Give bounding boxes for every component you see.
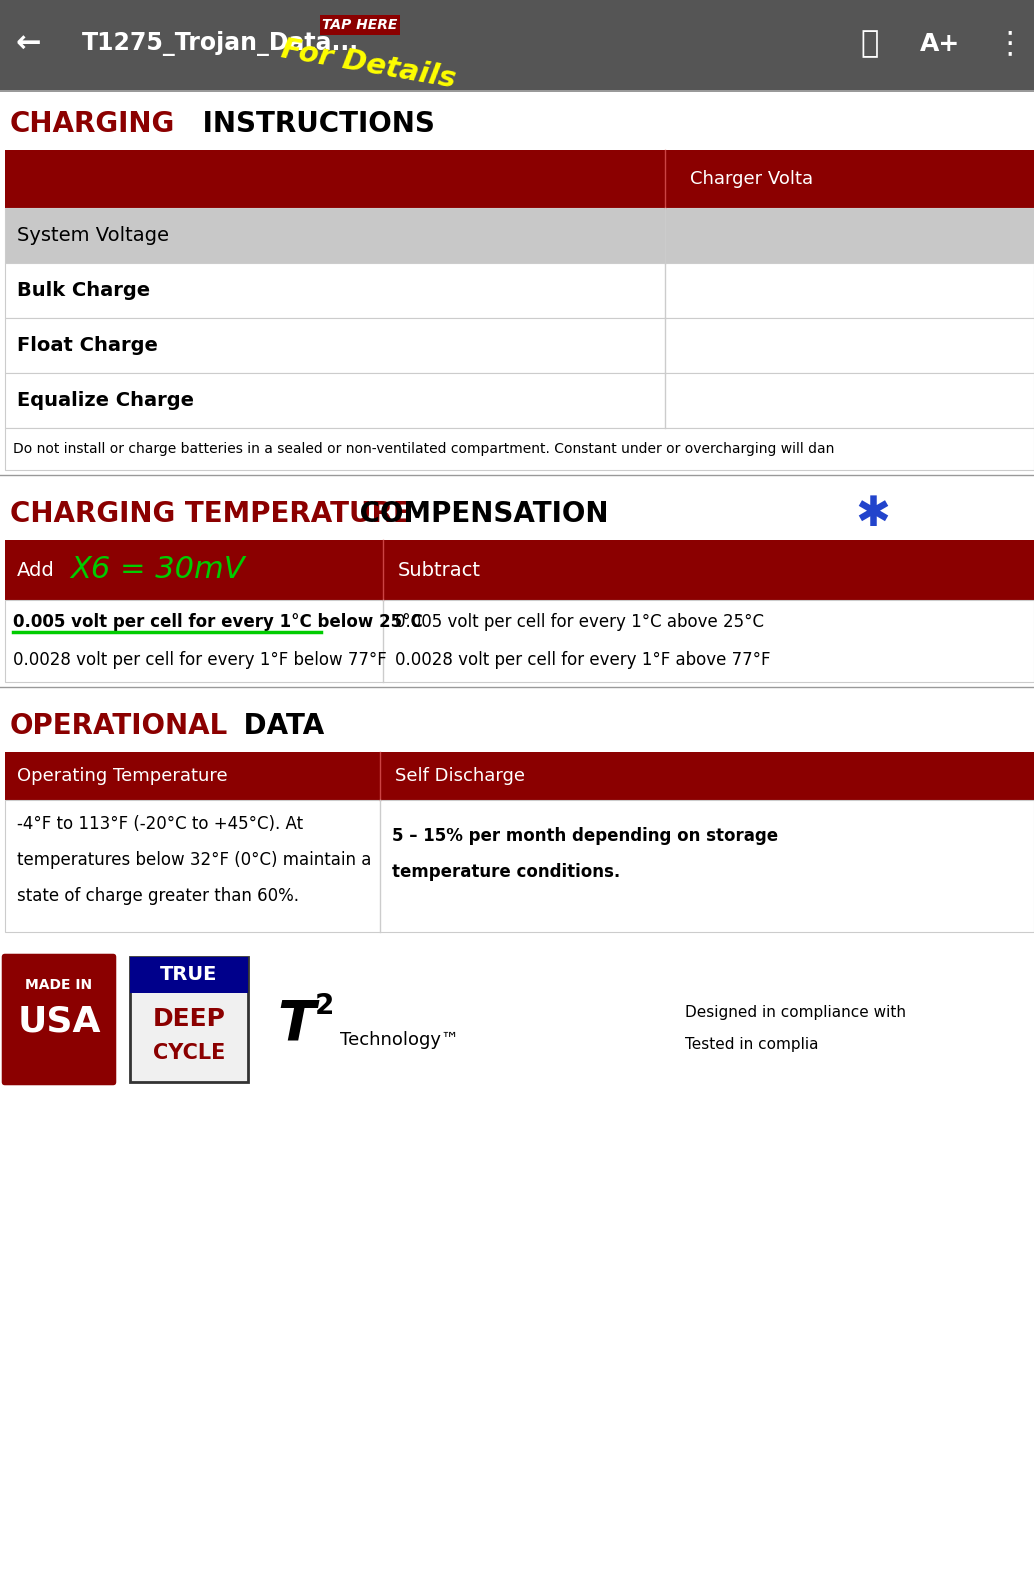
Text: For Details: For Details [278,35,457,93]
Text: TAP HERE: TAP HERE [323,17,398,32]
Bar [5,373,1034,428]
Text: temperatures below 32°F (0°C) maintain a: temperatures below 32°F (0°C) maintain a [17,850,371,869]
Bar [5,800,1034,932]
Bar [5,263,1034,318]
Bar [5,540,1034,600]
Text: ✱: ✱ [855,493,890,536]
Text: 5 – 15% per month depending on storage: 5 – 15% per month depending on storage [392,827,779,846]
Text: Tested in complia: Tested in complia [685,1036,819,1052]
Text: CHARGING: CHARGING [10,110,175,139]
Text: Add: Add [17,561,55,580]
Text: USA: USA [18,1005,100,1040]
Text: Bulk Charge: Bulk Charge [17,280,150,299]
Text: 0.0028 volt per cell for every 1°F above 77°F: 0.0028 volt per cell for every 1°F above… [395,650,770,669]
Text: COMPENSATION: COMPENSATION [349,499,608,528]
Bar [5,600,1034,682]
Text: CHARGING TEMPERATURE: CHARGING TEMPERATURE [10,499,412,528]
FancyBboxPatch shape [0,951,118,1087]
Text: DEEP: DEEP [153,1006,225,1032]
Text: Do not install or charge batteries in a sealed or non-ventilated compartment. Co: Do not install or charge batteries in a … [13,443,834,457]
Text: X6 = 30mV: X6 = 30mV [70,556,245,584]
Text: Charger Volta: Charger Volta [690,170,813,187]
Bar [5,208,1034,263]
Text: T: T [277,997,315,1051]
Text: ⌕: ⌕ [861,30,879,58]
Text: ←: ← [16,30,40,58]
Text: T1275_Trojan_Data...: T1275_Trojan_Data... [82,32,359,57]
Text: 2: 2 [314,992,334,1021]
Text: INSTRUCTIONS: INSTRUCTIONS [193,110,435,139]
Text: TRUE: TRUE [160,965,218,984]
Text: Self Discharge: Self Discharge [395,767,525,784]
Bar [0,0,1034,90]
Text: -4°F to 113°F (-20°C to +45°C). At: -4°F to 113°F (-20°C to +45°C). At [17,814,303,833]
Text: Subtract: Subtract [398,561,481,580]
Text: CYCLE: CYCLE [153,1043,225,1063]
Bar [5,318,1034,373]
Bar [130,958,248,992]
Bar [5,751,1034,800]
Text: Technology™: Technology™ [340,1032,459,1049]
Text: Float Charge: Float Charge [17,335,158,354]
Bar [130,958,248,1082]
Text: state of charge greater than 60%.: state of charge greater than 60%. [17,887,299,906]
Text: Designed in compliance with: Designed in compliance with [685,1005,906,1019]
Text: A+: A+ [920,32,961,57]
Text: ⋮: ⋮ [995,30,1026,58]
Text: Equalize Charge: Equalize Charge [17,391,194,410]
Text: OPERATIONAL: OPERATIONAL [10,712,229,740]
Text: System Voltage: System Voltage [17,225,169,246]
Text: 0.005 volt per cell for every 1°C below 25°C: 0.005 volt per cell for every 1°C below … [13,613,423,632]
Bar [5,150,1034,208]
Text: DATA: DATA [234,712,325,740]
Text: MADE IN: MADE IN [26,978,93,992]
Text: 0.005 volt per cell for every 1°C above 25°C: 0.005 volt per cell for every 1°C above … [395,613,764,632]
Text: Operating Temperature: Operating Temperature [17,767,227,784]
Text: temperature conditions.: temperature conditions. [392,863,620,880]
Bar [5,428,1034,469]
Text: 0.0028 volt per cell for every 1°F below 77°F: 0.0028 volt per cell for every 1°F below… [13,650,387,669]
